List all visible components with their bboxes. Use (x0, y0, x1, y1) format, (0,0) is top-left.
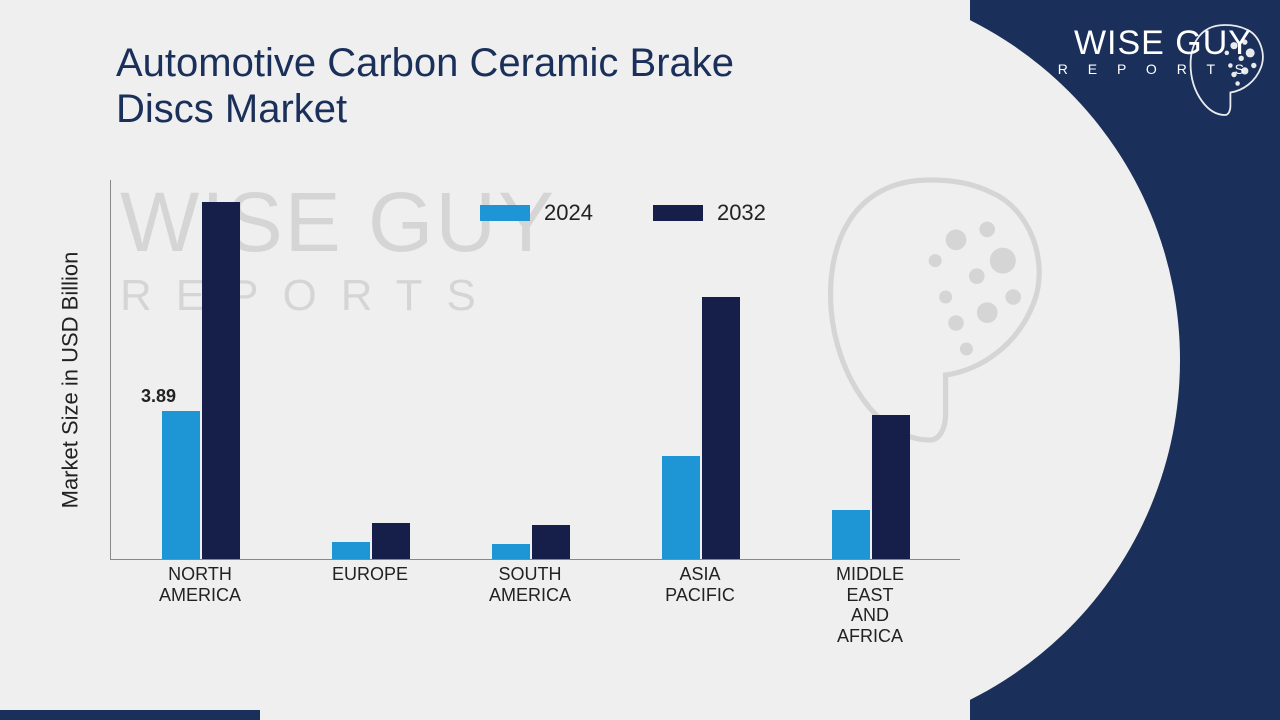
bar-group (641, 297, 761, 559)
bar (332, 542, 370, 559)
bar (202, 202, 240, 559)
brand-logo: WISE GUY R E P O R T S (1058, 24, 1252, 77)
x-axis-labels: NORTHAMERICA EUROPE SOUTHAMERICA ASIAPACIFI… (110, 564, 960, 674)
x-axis-label: MIDDLEEASTANDAFRICA (800, 564, 940, 647)
legend-item-2032: 2032 (653, 200, 766, 226)
bar (702, 297, 740, 559)
x-axis-label: EUROPE (300, 564, 440, 585)
bar-group (471, 525, 591, 559)
legend-swatch-2032 (653, 205, 703, 221)
logo-sub-text: R E P O R T S (1058, 61, 1252, 77)
chart-legend: 2024 2032 (480, 200, 766, 226)
bar (662, 456, 700, 559)
legend-label-2024: 2024 (544, 200, 593, 226)
legend-label-2032: 2032 (717, 200, 766, 226)
x-axis-label: SOUTHAMERICA (460, 564, 600, 605)
page-root: WISE GUY R E P O R T S Automotive Carbon… (0, 0, 1280, 720)
x-axis-label: NORTHAMERICA (130, 564, 270, 605)
y-axis-label-container: Market Size in USD Billion (60, 180, 80, 580)
bar-group: 3.89 (141, 202, 261, 559)
logo-main-text: WISE GUY (1058, 24, 1252, 63)
bar (492, 544, 530, 559)
y-axis-label: Market Size in USD Billion (57, 252, 83, 509)
x-axis-label: ASIAPACIFIC (630, 564, 770, 605)
bar-group (811, 415, 931, 559)
chart-plot: 3.89 (110, 180, 960, 560)
chart-area: Market Size in USD Billion 3.89 NORTHAME… (60, 180, 960, 680)
bottom-accent-stripe (0, 710, 260, 720)
bar (532, 525, 570, 559)
legend-swatch-2024 (480, 205, 530, 221)
legend-item-2024: 2024 (480, 200, 593, 226)
bar (872, 415, 910, 559)
bar-value-label: 3.89 (141, 386, 176, 407)
bar-group (311, 523, 431, 559)
bar (162, 411, 200, 559)
chart-title: Automotive Carbon Ceramic Brake Discs Ma… (116, 40, 836, 132)
bar (372, 523, 410, 559)
bar (832, 510, 870, 559)
